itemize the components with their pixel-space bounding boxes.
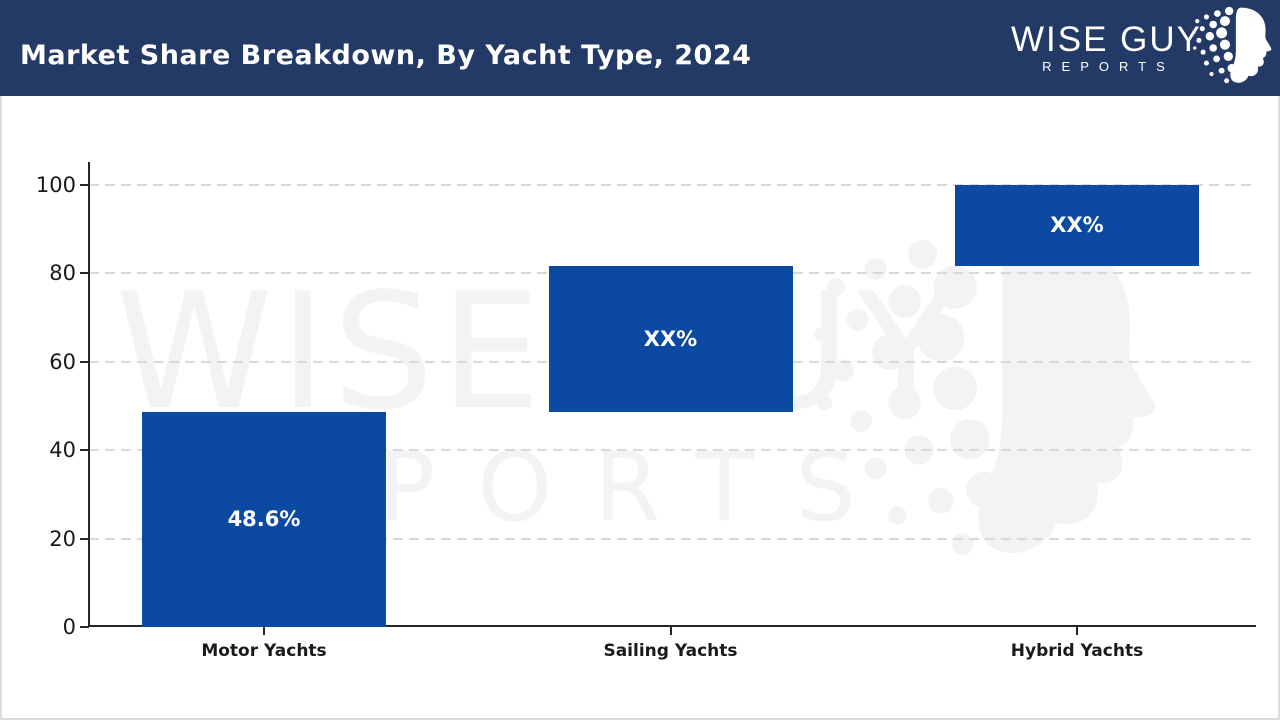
bar-motor-yachts bbox=[142, 411, 386, 627]
y-tick-0 bbox=[80, 626, 89, 628]
chart-area: WISE GUY REPORTS 0 20 40 60 80 100 48.6% Motor … bbox=[0, 96, 1280, 720]
x-tick-motor-yachts bbox=[263, 627, 265, 635]
gridline-20 bbox=[89, 537, 1256, 540]
category-label-sailing-yachts: Sailing Yachts bbox=[603, 641, 738, 661]
logo-subtext: REPORTS bbox=[1042, 59, 1175, 75]
logo-head-icon bbox=[1192, 6, 1272, 84]
y-tick-label-20: 20 bbox=[49, 526, 76, 551]
y-tick-label-80: 80 bbox=[49, 261, 76, 285]
x-tick-hybrid-yachts bbox=[1076, 627, 1078, 635]
gridline-100 bbox=[89, 183, 1256, 186]
logo-wordmark: WISE GUY bbox=[1010, 19, 1202, 59]
gridline-40 bbox=[89, 449, 1256, 451]
logo: WISE GUY REPORTS bbox=[1011, 6, 1274, 90]
y-tick-100 bbox=[80, 183, 89, 186]
page-title: Market Share Breakdown, By Yacht Type, 2… bbox=[20, 39, 752, 71]
category-label-hybrid-yachts: Hybrid Yachts bbox=[1010, 641, 1144, 661]
bar-label-hybrid-yachts: XX% bbox=[1050, 213, 1104, 238]
y-tick-label-100: 100 bbox=[35, 172, 76, 197]
y-tick-label-0: 0 bbox=[62, 615, 76, 639]
category-label-motor-yachts: Motor Yachts bbox=[201, 641, 327, 661]
header-bar: Market Share Breakdown, By Yacht Type, 2… bbox=[0, 0, 1280, 96]
logo-text: WISE GUY REPORTS bbox=[1010, 19, 1202, 75]
y-tick-label-40: 40 bbox=[49, 438, 76, 462]
y-tick-20 bbox=[80, 537, 89, 540]
bar-label-motor-yachts: 48.6% bbox=[227, 507, 301, 532]
bar-sailing-yachts bbox=[548, 265, 793, 412]
x-axis-line bbox=[88, 625, 1256, 627]
y-tick-60 bbox=[80, 360, 89, 363]
y-tick-label-60: 60 bbox=[49, 349, 76, 374]
x-tick-sailing-yachts bbox=[669, 627, 672, 635]
y-tick-40 bbox=[80, 449, 89, 451]
y-axis-line bbox=[88, 162, 90, 627]
bar-label-sailing-yachts: XX% bbox=[643, 326, 698, 351]
y-tick-80 bbox=[80, 272, 89, 274]
plot: 0 20 40 60 80 100 48.6% Motor Yachts XX% Sailing … bbox=[0, 96, 1280, 720]
